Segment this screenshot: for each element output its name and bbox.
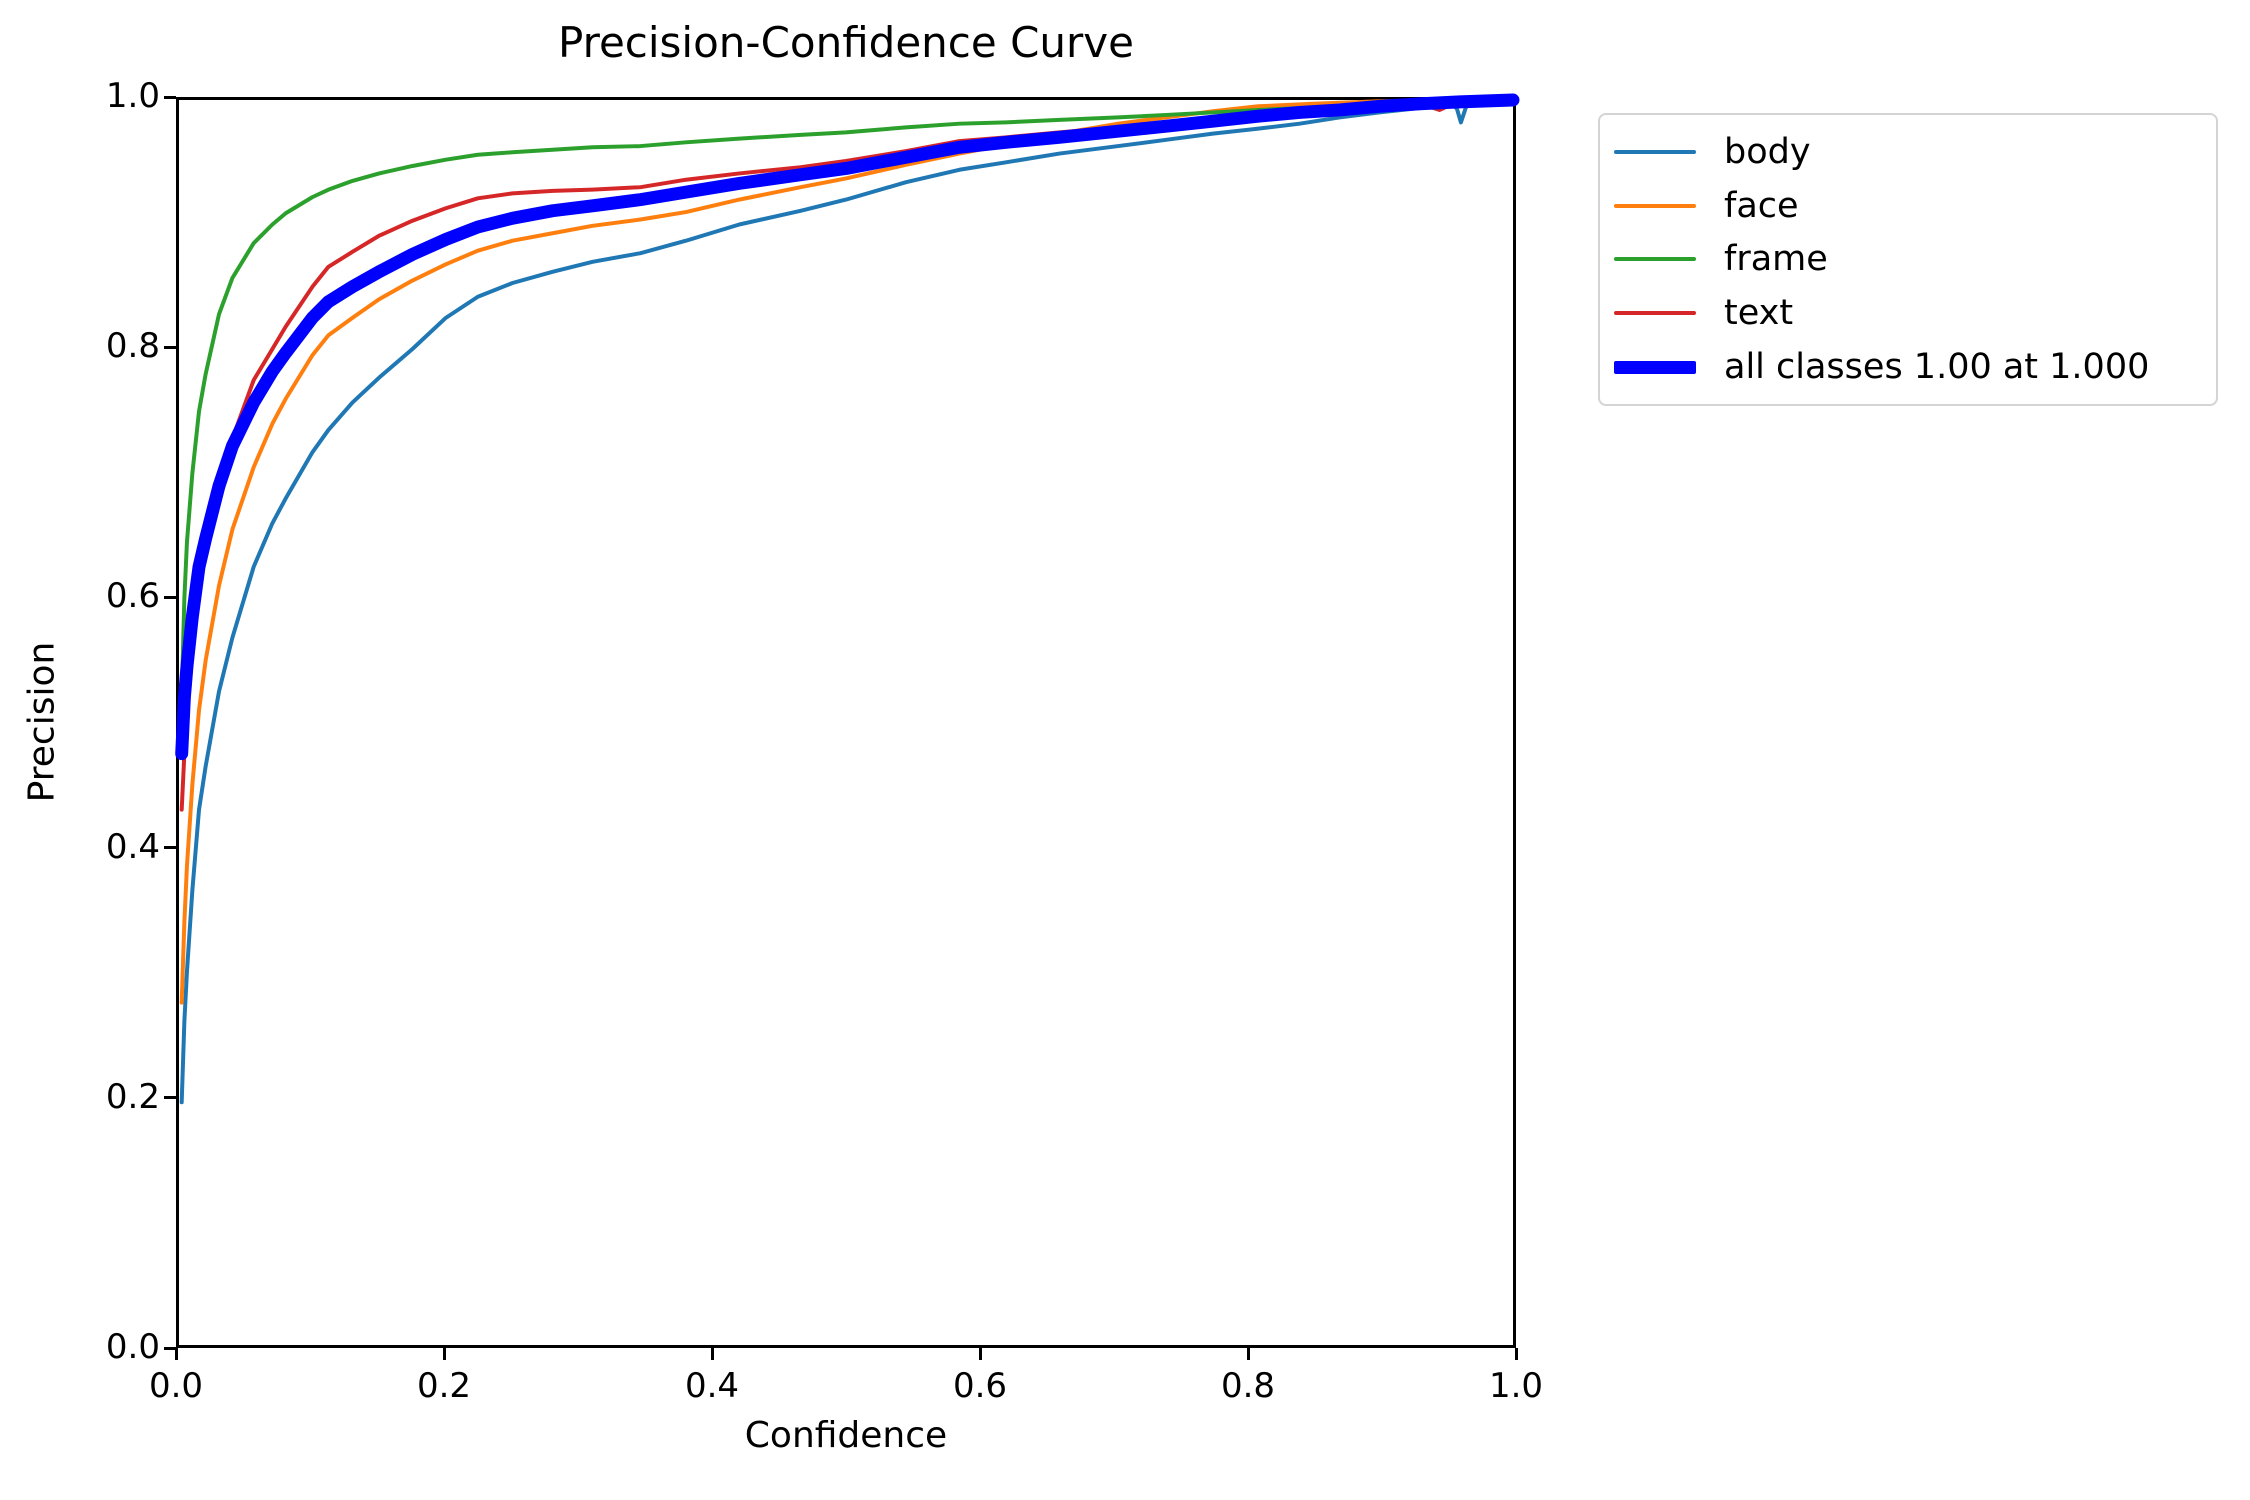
legend-item: body xyxy=(1600,132,2216,172)
legend-label: all classes 1.00 at 1.000 xyxy=(1724,347,2150,388)
legend-line-swatch xyxy=(1614,311,1696,316)
legend-label: text xyxy=(1724,293,1794,334)
legend-item: face xyxy=(1600,186,2216,226)
legend-item: all classes 1.00 at 1.000 xyxy=(1600,347,2216,387)
y-axis-label: Precision xyxy=(21,641,63,803)
y-tick-mark xyxy=(164,345,176,349)
y-tick-label: 0.8 xyxy=(105,326,160,367)
x-tick-label: 0.6 xyxy=(952,1366,1008,1406)
x-tick-label: 0.0 xyxy=(148,1366,204,1406)
legend-label: frame xyxy=(1724,239,1828,280)
x-axis-label: Confidence xyxy=(744,1415,948,1456)
legend-item: text xyxy=(1600,293,2216,333)
y-tick-label: 0.6 xyxy=(105,576,160,617)
legend-label: body xyxy=(1724,131,1811,172)
x-tick-mark xyxy=(1514,1348,1518,1360)
legend-line-swatch xyxy=(1614,203,1696,208)
x-tick-mark xyxy=(442,1348,446,1360)
y-tick-label: 0.2 xyxy=(105,1076,160,1117)
x-tick-mark xyxy=(174,1348,178,1360)
y-tick-mark xyxy=(164,1096,176,1100)
plot-area xyxy=(175,93,1520,1348)
curves-canvas xyxy=(175,93,1520,1105)
x-tick-label: 1.0 xyxy=(1488,1366,1544,1406)
y-tick-mark xyxy=(164,95,176,99)
x-tick-mark xyxy=(710,1348,714,1360)
y-tick-mark xyxy=(164,595,176,599)
legend-line-swatch xyxy=(1614,257,1696,262)
x-tick-mark xyxy=(1246,1348,1250,1360)
y-tick-label: 0.4 xyxy=(105,826,160,867)
x-tick-label: 0.2 xyxy=(416,1366,472,1406)
curve-all xyxy=(175,93,1520,761)
legend-item: frame xyxy=(1600,239,2216,279)
legend-label: face xyxy=(1724,185,1799,226)
curve-frame xyxy=(179,98,1515,700)
x-tick-mark xyxy=(978,1348,982,1360)
y-tick-mark xyxy=(164,846,176,850)
y-tick-mark xyxy=(164,1346,176,1350)
curve-text xyxy=(179,98,1515,812)
legend-box: body face frame text all classes 1.00 at 1.0… xyxy=(1598,113,2218,406)
x-tick-label: 0.8 xyxy=(1220,1366,1276,1406)
x-tick-label: 0.4 xyxy=(684,1366,740,1406)
y-tick-label: 1.0 xyxy=(105,76,160,116)
legend-line-swatch xyxy=(1614,360,1696,374)
y-tick-label: 0.0 xyxy=(105,1327,160,1367)
curve-face xyxy=(179,98,1515,1005)
curve-body xyxy=(179,98,1515,1105)
chart-title: Precision-Confidence Curve xyxy=(558,18,1134,67)
legend-line-swatch xyxy=(1614,149,1696,154)
